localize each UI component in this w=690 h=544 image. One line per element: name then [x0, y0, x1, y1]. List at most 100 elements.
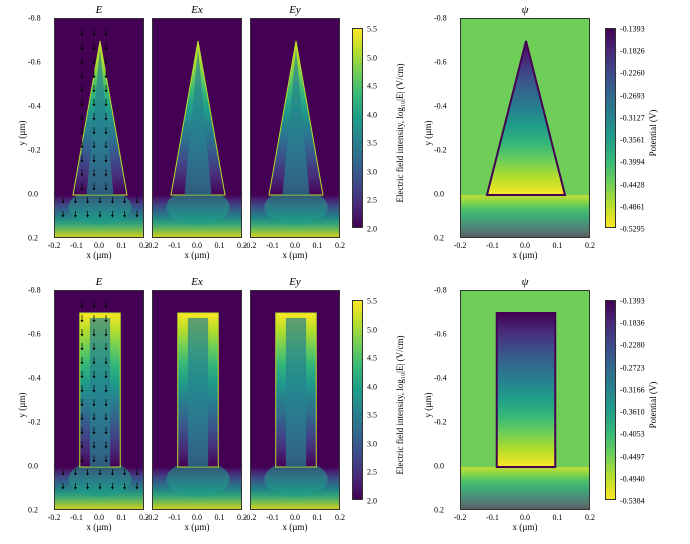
colorbar-tick: -0.4497 [620, 452, 645, 461]
y-tick: -0.8 [28, 14, 41, 23]
x-tick: 0.2 [585, 513, 595, 522]
plot-panel: ψ y (µm)-0.8-0.6-0.4-0.20.00.2x (µm)-0.2… [460, 290, 590, 510]
x-tick: -0.2 [454, 513, 467, 522]
colorbar-tick: -0.5384 [620, 497, 645, 506]
colorbar-tick: -0.5295 [620, 225, 645, 234]
colorbar-tick: -0.1826 [620, 47, 645, 56]
x-tick: 0.0 [192, 513, 202, 522]
panel-title: ψ [522, 276, 529, 288]
y-tick: 0.2 [434, 506, 444, 515]
y-tick: 0.2 [434, 234, 444, 243]
x-tick: -0.1 [266, 513, 279, 522]
colorbar-tick: -0.1393 [620, 297, 645, 306]
plot-area [460, 290, 590, 510]
colorbar-tick: 4.5 [367, 354, 377, 363]
colorbar-tick: -0.3610 [620, 408, 645, 417]
y-tick: -0.2 [434, 418, 447, 427]
x-tick: 0.1 [313, 241, 323, 250]
plot-panel: Ex x (µm)-0.2-0.10.00.10.2 [152, 18, 242, 238]
x-axis-label: x (µm) [185, 250, 210, 260]
y-axis-label: y (µm) [423, 121, 433, 146]
x-tick: -0.2 [146, 513, 159, 522]
colorbar-tick: -0.3561 [620, 136, 645, 145]
colorbar-tick: -0.4428 [620, 180, 645, 189]
colorbar-tick: 3.5 [367, 139, 377, 148]
colorbar-tick: 5.0 [367, 325, 377, 334]
x-tick: 0.1 [553, 513, 563, 522]
y-tick: -0.4 [28, 102, 41, 111]
plot-area [54, 290, 144, 510]
x-tick: 0.2 [335, 513, 345, 522]
x-axis-label: x (µm) [513, 522, 538, 532]
plot-panel: Ex x (µm)-0.2-0.10.00.10.2 [152, 290, 242, 510]
colorbar-label: Potential (V) [648, 110, 658, 157]
y-tick: -0.8 [28, 286, 41, 295]
panel-title: Ey [289, 276, 301, 288]
y-tick: -0.8 [434, 14, 447, 23]
x-tick: -0.1 [266, 241, 279, 250]
panel-title: ψ [522, 4, 529, 16]
panel-title: Ex [191, 276, 203, 288]
colorbar-tick: 4.5 [367, 82, 377, 91]
colorbar-tick: -0.3127 [620, 113, 645, 122]
x-tick: 0.1 [313, 513, 323, 522]
colorbar-tick: -0.4053 [620, 430, 645, 439]
plot-area [54, 18, 144, 238]
plot-panel: ψ y (µm)-0.8-0.6-0.4-0.20.00.2x (µm)-0.2… [460, 18, 590, 238]
colorbar: Electric field intensity, log₁₀|E| (V/cm… [352, 300, 363, 500]
x-tick: -0.2 [48, 241, 61, 250]
x-tick: 0.1 [553, 241, 563, 250]
y-tick: -0.6 [434, 58, 447, 67]
x-tick: -0.1 [168, 513, 181, 522]
colorbar-tick: -0.3994 [620, 158, 645, 167]
panel-title: Ex [191, 4, 203, 16]
x-axis-label: x (µm) [513, 250, 538, 260]
colorbar-tick: 3.0 [367, 167, 377, 176]
colorbar: Potential (V)-0.1393-0.1826-0.2260-0.269… [605, 28, 616, 228]
plot-panel: E y (µm)-0.8-0.6-0.4-0.20.00.2x (µm)-0.2… [54, 290, 144, 510]
plot-panel: E y (µm)-0.8-0.6-0.4-0.20.00.2x (µm)-0.2… [54, 18, 144, 238]
y-tick: -0.6 [434, 330, 447, 339]
colorbar-tick: 4.0 [367, 110, 377, 119]
y-tick: -0.4 [434, 374, 447, 383]
x-tick: 0.2 [335, 241, 345, 250]
y-tick: -0.2 [28, 146, 41, 155]
colorbar-tick: 2.0 [367, 225, 377, 234]
plot-area [250, 18, 340, 238]
plot-area [152, 18, 242, 238]
colorbar-tick: 3.5 [367, 411, 377, 420]
x-tick: 0.1 [117, 241, 127, 250]
y-axis-label: y (µm) [423, 393, 433, 418]
x-tick: -0.1 [70, 513, 83, 522]
colorbar-tick: 5.0 [367, 53, 377, 62]
y-tick: -0.6 [28, 330, 41, 339]
x-tick: -0.1 [168, 241, 181, 250]
x-tick: 0.0 [94, 513, 104, 522]
y-tick: -0.4 [434, 102, 447, 111]
colorbar: Potential (V)-0.1393-0.1836-0.2280-0.272… [605, 300, 616, 500]
x-axis-label: x (µm) [87, 522, 112, 532]
x-tick: -0.2 [454, 241, 467, 250]
y-tick: 0.0 [434, 462, 444, 471]
colorbar-tick: 2.5 [367, 468, 377, 477]
colorbar-tick: -0.2723 [620, 363, 645, 372]
colorbar-tick: 3.0 [367, 439, 377, 448]
x-axis-label: x (µm) [283, 522, 308, 532]
y-tick: -0.6 [28, 58, 41, 67]
colorbar-label: Potential (V) [648, 382, 658, 429]
x-tick: -0.2 [48, 513, 61, 522]
colorbar-tick: 2.5 [367, 196, 377, 205]
x-axis-label: x (µm) [283, 250, 308, 260]
x-tick: -0.2 [244, 241, 257, 250]
colorbar-tick: 2.0 [367, 497, 377, 506]
colorbar-tick: -0.2260 [620, 69, 645, 78]
colorbar-tick: -0.2280 [620, 341, 645, 350]
x-tick: 0.2 [585, 241, 595, 250]
y-tick: 0.0 [434, 190, 444, 199]
x-tick: 0.1 [215, 513, 225, 522]
y-tick: -0.8 [434, 286, 447, 295]
x-tick: -0.1 [486, 241, 499, 250]
plot-area [152, 290, 242, 510]
y-tick: 0.2 [28, 506, 38, 515]
colorbar-tick: -0.3166 [620, 385, 645, 394]
